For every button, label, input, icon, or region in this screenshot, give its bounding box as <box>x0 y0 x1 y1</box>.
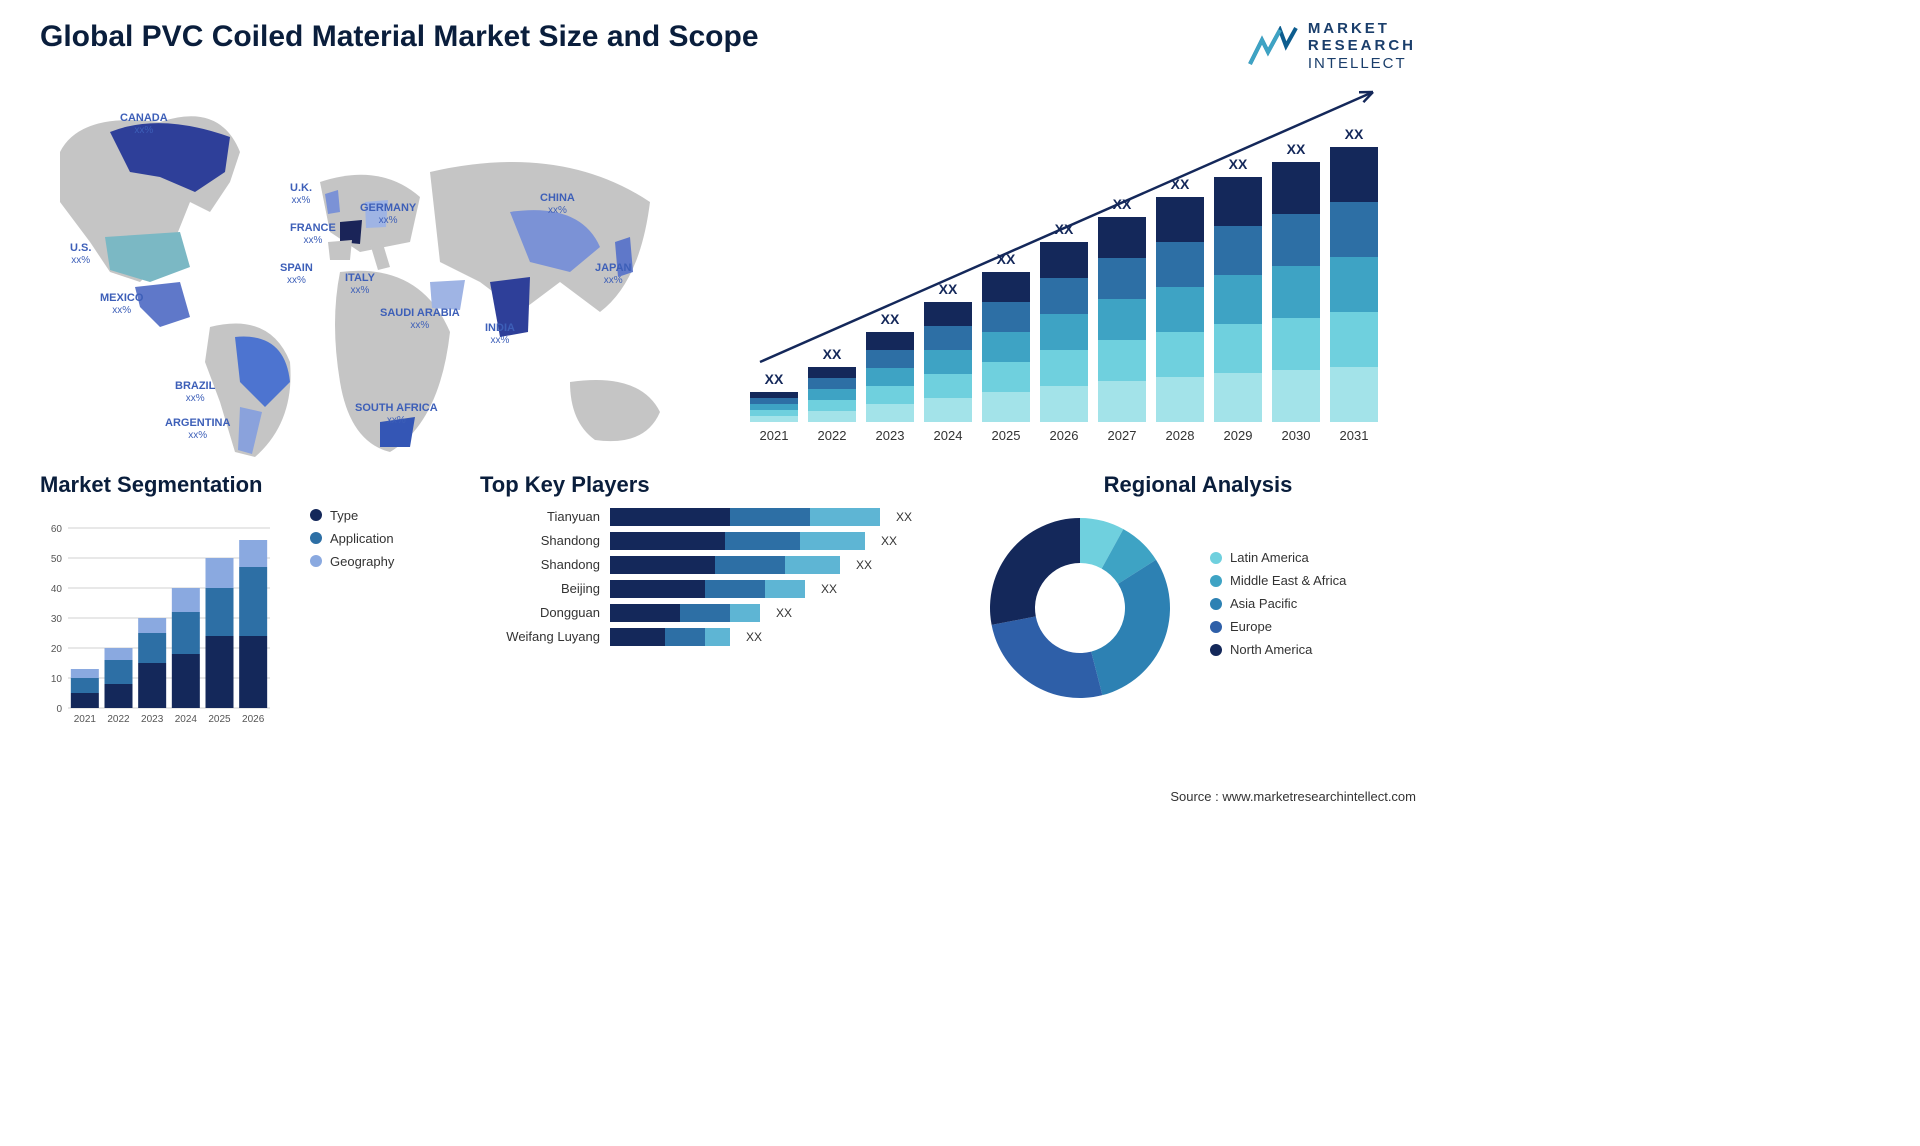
svg-text:2031: 2031 <box>1340 428 1369 443</box>
svg-text:10: 10 <box>51 674 63 685</box>
map-label-japan: JAPANxx% <box>595 262 631 286</box>
player-name: Tianyuan <box>480 509 600 524</box>
region-legend-item: Latin America <box>1210 550 1346 565</box>
svg-text:2027: 2027 <box>1108 428 1137 443</box>
player-name: Shandong <box>480 557 600 572</box>
map-label-germany: GERMANYxx% <box>360 202 416 226</box>
map-label-canada: CANADAxx% <box>120 112 168 136</box>
logo-line2: RESEARCH <box>1308 37 1416 54</box>
svg-text:0: 0 <box>56 704 62 715</box>
svg-text:2021: 2021 <box>74 714 97 725</box>
svg-text:XX: XX <box>1345 126 1364 142</box>
player-bar <box>610 628 730 646</box>
players-panel: Top Key Players TianyuanXXShandongXXShan… <box>480 472 940 728</box>
svg-text:2028: 2028 <box>1166 428 1195 443</box>
world-map: CANADAxx% U.S.xx% MEXICOxx% BRAZILxx% ARGENT… <box>40 82 700 462</box>
svg-text:XX: XX <box>1229 156 1248 172</box>
map-label-india: INDIAxx% <box>485 322 515 346</box>
map-label-southafrica: SOUTH AFRICAxx% <box>355 402 438 426</box>
player-value: XX <box>821 582 837 596</box>
player-value: XX <box>856 558 872 572</box>
seg-legend-application: Application <box>310 531 394 546</box>
map-label-spain: SPAINxx% <box>280 262 313 286</box>
map-label-uk: U.K.xx% <box>290 182 312 206</box>
region-legend-item: North America <box>1210 642 1346 657</box>
player-value: XX <box>881 534 897 548</box>
svg-text:50: 50 <box>51 554 63 565</box>
svg-text:XX: XX <box>1171 176 1190 192</box>
svg-text:2022: 2022 <box>107 714 130 725</box>
svg-text:2030: 2030 <box>1282 428 1311 443</box>
svg-text:XX: XX <box>939 281 958 297</box>
svg-text:40: 40 <box>51 584 63 595</box>
map-label-italy: ITALYxx% <box>345 272 375 296</box>
svg-text:30: 30 <box>51 614 63 625</box>
segmentation-panel: Market Segmentation 0 10 20 30 40 50 60 2021 202… <box>40 472 440 728</box>
logo-line3: INTELLECT <box>1308 55 1416 72</box>
svg-text:XX: XX <box>823 346 842 362</box>
page-title: Global PVC Coiled Material Market Size a… <box>40 20 759 54</box>
player-row: Shandong XX <box>480 556 940 574</box>
player-bar <box>610 532 865 550</box>
svg-text:XX: XX <box>1287 141 1306 157</box>
map-label-china: CHINAxx% <box>540 192 575 216</box>
region-legend-item: Asia Pacific <box>1210 596 1346 611</box>
svg-text:2026: 2026 <box>242 714 265 725</box>
svg-text:2025: 2025 <box>992 428 1021 443</box>
player-name: Beijing <box>480 581 600 596</box>
svg-text:60: 60 <box>51 524 63 535</box>
seg-legend-type: Type <box>310 508 394 523</box>
source-text: Source : www.marketresearchintellect.com <box>1170 789 1416 804</box>
player-row: Weifang Luyang XX <box>480 628 940 646</box>
player-row: Tianyuan XX <box>480 508 940 526</box>
map-label-saudiarabia: SAUDI ARABIAxx% <box>380 307 460 331</box>
svg-text:2026: 2026 <box>1050 428 1079 443</box>
logo-line1: MARKET <box>1308 20 1416 37</box>
players-title: Top Key Players <box>480 472 940 498</box>
svg-text:2023: 2023 <box>141 714 164 725</box>
svg-text:2021: 2021 <box>760 428 789 443</box>
player-bar <box>610 580 805 598</box>
player-row: Dongguan XX <box>480 604 940 622</box>
player-row: Beijing XX <box>480 580 940 598</box>
region-legend-item: Europe <box>1210 619 1346 634</box>
player-name: Shandong <box>480 533 600 548</box>
segmentation-title: Market Segmentation <box>40 472 440 498</box>
logo-icon <box>1248 26 1298 66</box>
svg-text:2025: 2025 <box>208 714 231 725</box>
brand-logo: MARKET RESEARCH INTELLECT <box>1248 20 1416 72</box>
svg-text:20: 20 <box>51 644 63 655</box>
map-label-france: FRANCExx% <box>290 222 336 246</box>
player-bar <box>610 556 840 574</box>
growth-chart: XX 2021 XX 2022 XX 2023 XX 2024 XX 2025 XX 2026 XX 20… <box>730 82 1416 462</box>
player-value: XX <box>746 630 762 644</box>
svg-text:2023: 2023 <box>876 428 905 443</box>
player-bar <box>610 604 760 622</box>
map-label-mexico: MEXICOxx% <box>100 292 143 316</box>
regional-panel: Regional Analysis Latin America Middle Ea… <box>980 472 1416 728</box>
svg-text:XX: XX <box>881 311 900 327</box>
map-label-brazil: BRAZILxx% <box>175 380 215 404</box>
svg-text:2029: 2029 <box>1224 428 1253 443</box>
player-name: Dongguan <box>480 605 600 620</box>
player-bar <box>610 508 880 526</box>
region-legend-item: Middle East & Africa <box>1210 573 1346 588</box>
player-row: Shandong XX <box>480 532 940 550</box>
svg-text:2024: 2024 <box>175 714 198 725</box>
player-name: Weifang Luyang <box>480 629 600 644</box>
regional-title: Regional Analysis <box>980 472 1416 498</box>
map-label-us: U.S.xx% <box>70 242 91 266</box>
svg-text:XX: XX <box>765 371 784 387</box>
player-value: XX <box>776 606 792 620</box>
map-label-argentina: ARGENTINAxx% <box>165 417 230 441</box>
svg-text:2022: 2022 <box>818 428 847 443</box>
seg-legend-geography: Geography <box>310 554 394 569</box>
player-value: XX <box>896 510 912 524</box>
svg-text:2024: 2024 <box>934 428 963 443</box>
